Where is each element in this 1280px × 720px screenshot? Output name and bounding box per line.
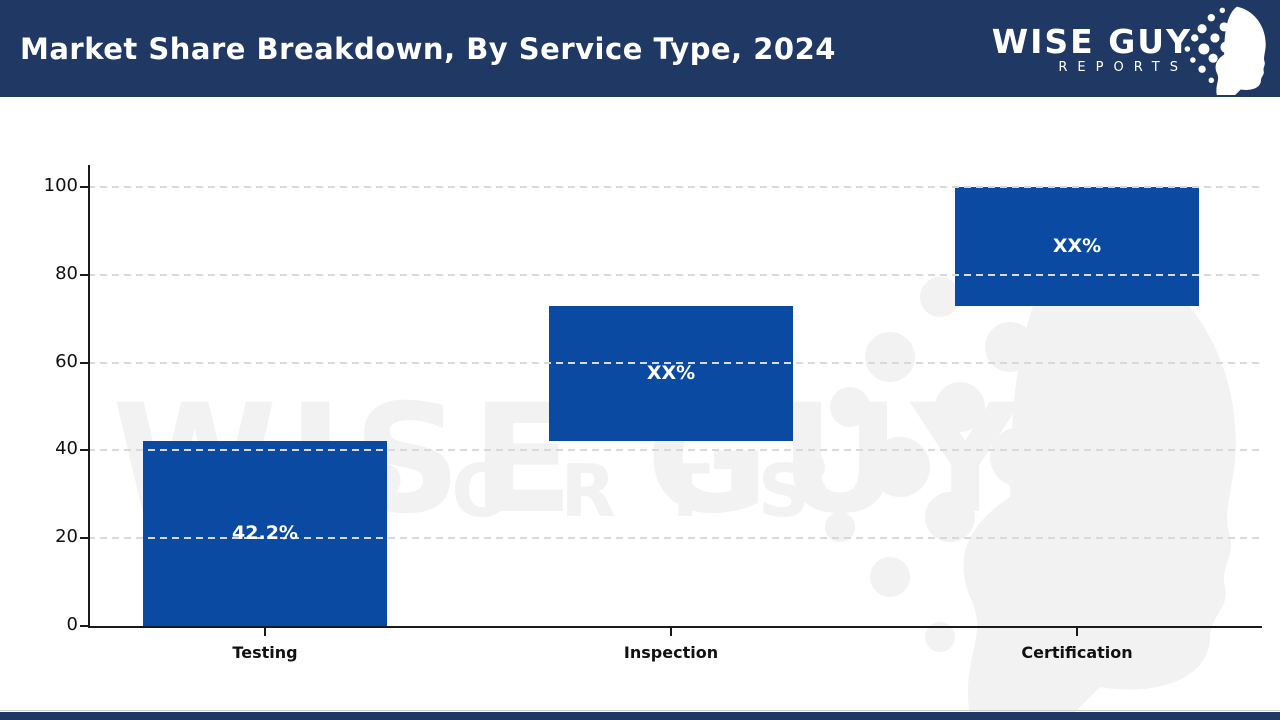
y-tick-mark [80, 625, 88, 627]
chart-area: WISE GUY REPORTS 42.2% XX% XX% 0 20 40 60 80 100… [0, 97, 1280, 717]
x-axis-line [88, 626, 1262, 628]
x-axis-category-label: Certification [1021, 643, 1133, 662]
logo-wordmark: WISE GUY [991, 22, 1192, 61]
header-banner: Market Share Breakdown, By Service Type,… [0, 0, 1280, 97]
y-axis-tick-label: 80 [55, 262, 78, 284]
bottom-hairline [0, 710, 1280, 711]
y-axis-tick-label: 60 [55, 350, 78, 372]
y-tick-mark [80, 537, 88, 540]
bar-value-label: XX% [646, 362, 696, 385]
gridline-100 [88, 186, 1262, 188]
y-tick-mark [80, 449, 88, 452]
x-axis-category-label: Testing [232, 643, 298, 662]
y-axis-tick-label: 20 [55, 526, 78, 548]
gridline-60 [88, 361, 1262, 364]
x-tick-mark [1076, 628, 1078, 636]
bar-inspection [549, 305, 793, 441]
logo-subtitle: REPORTS [1058, 60, 1188, 75]
wise-guy-logo: WISE GUY REPORTS [992, 0, 1272, 97]
y-axis-tick-label: 0 [66, 614, 78, 635]
y-tick-mark [80, 186, 88, 188]
x-tick-mark [670, 628, 672, 636]
watermark-face-icon [795, 237, 1236, 717]
gridline-80 [88, 273, 1262, 276]
logo-face-icon [1184, 6, 1266, 95]
bar-certification [955, 187, 1199, 306]
bar-testing [143, 440, 387, 626]
gridline-40 [88, 449, 1262, 452]
x-tick-mark [264, 628, 266, 636]
y-tick-mark [80, 273, 88, 276]
bar-value-label: 42.2% [232, 522, 298, 545]
page-title: Market Share Breakdown, By Service Type,… [20, 31, 836, 66]
y-axis-line [88, 165, 90, 628]
y-axis-tick-label: 40 [55, 438, 78, 460]
bar-value-label: XX% [1052, 235, 1102, 258]
y-tick-mark [80, 361, 88, 364]
x-axis-category-label: Inspection [623, 643, 719, 662]
y-axis-tick-label: 100 [43, 175, 78, 196]
gridline-20 [88, 537, 1262, 540]
footer-bar [0, 712, 1280, 720]
